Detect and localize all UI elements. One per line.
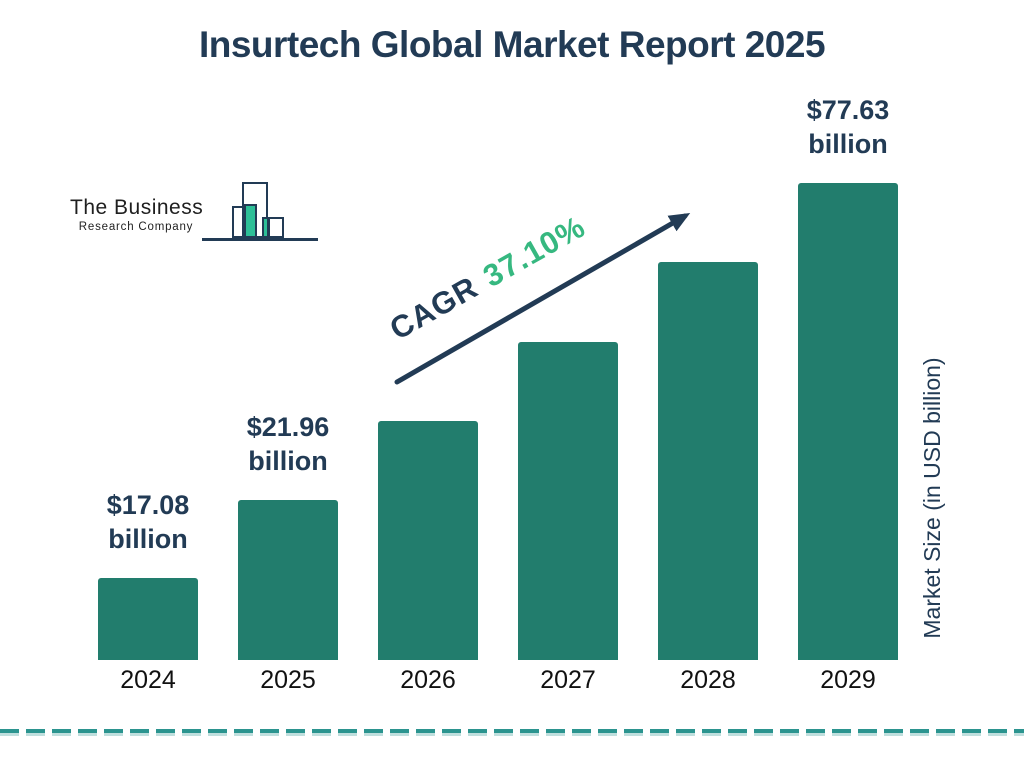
bar-2027	[518, 342, 618, 660]
bar-2025	[238, 500, 338, 660]
x-tick-2029: 2029	[820, 666, 876, 694]
value-label-2029: $77.63 billion	[806, 95, 890, 159]
x-tick-2024: 2024	[120, 666, 176, 694]
bar-2029	[798, 183, 898, 660]
logo-bar-outline-medium	[268, 217, 284, 238]
company-logo-text: The Business Research Company	[70, 196, 204, 233]
company-logo: The Business Research Company	[66, 178, 318, 246]
bottom-dashed-divider-shadow	[0, 733, 1024, 736]
bottom-dashed-divider	[0, 729, 1024, 733]
page-title: Insurtech Global Market Report 2025	[198, 24, 826, 65]
company-subname: Research Company	[78, 221, 194, 233]
bar-2024	[98, 578, 198, 660]
value-label-2025: $21.96 billion	[246, 412, 330, 476]
bar-2028	[658, 262, 758, 660]
logo-baseline	[202, 238, 318, 241]
growth-arrow-icon	[394, 213, 691, 385]
value-label-2024: $17.08 billion	[106, 490, 190, 554]
bar-2026	[378, 421, 478, 660]
x-tick-2025: 2025	[260, 666, 316, 694]
logo-bar-green-medium	[244, 204, 257, 238]
bar-chart-logo-icon	[202, 180, 322, 242]
company-name: The Business	[70, 196, 204, 219]
x-tick-2027: 2027	[540, 666, 596, 694]
y-axis-label: Market Size (in USD billion)	[919, 357, 945, 639]
x-tick-2026: 2026	[400, 666, 456, 694]
x-tick-2028: 2028	[680, 666, 736, 694]
